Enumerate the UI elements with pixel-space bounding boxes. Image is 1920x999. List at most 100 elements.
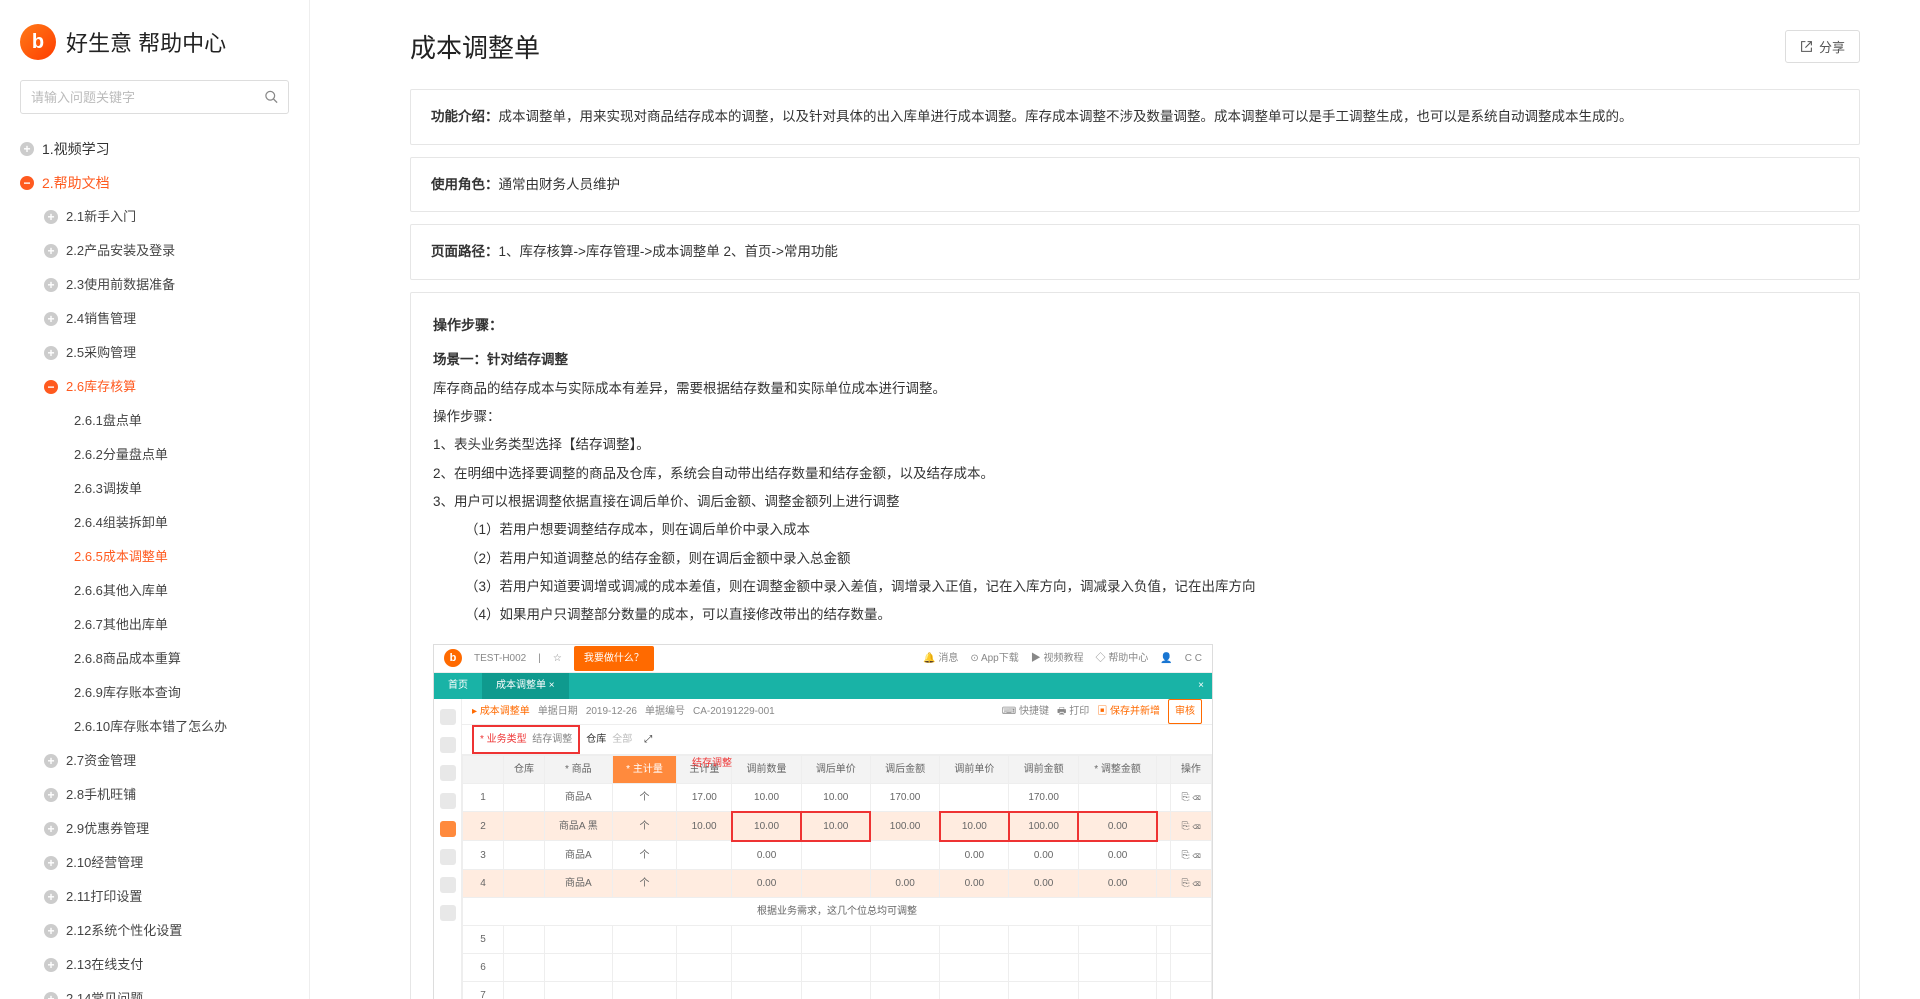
intro-box: 功能介绍：成本调整单，用来实现对商品结存成本的调整，以及针对具体的出入库单进行成…: [410, 89, 1860, 145]
search-icon[interactable]: [264, 90, 279, 105]
nav-l3-2-6-10[interactable]: 2.6.10库存账本错了怎么办: [20, 710, 289, 744]
embed-col-header: 调后单价: [801, 755, 870, 783]
intro-label: 功能介绍：: [431, 109, 499, 124]
nav-tree: +1.视频学习 −2.帮助文档 +2.1新手入门 +2.2产品安装及登录 +2.…: [20, 132, 289, 999]
embed-col-header: 调前金额: [1009, 755, 1078, 783]
main-content: 成本调整单 分享 功能介绍：成本调整单，用来实现对商品结存成本的调整，以及针对具…: [310, 0, 1920, 999]
embed-data-row: 3商品A个0.000.000.000.00⎘ ⌫: [463, 841, 1212, 870]
embed-col-header: * 主计量: [612, 755, 677, 783]
nav-l2-2-2[interactable]: +2.2产品安装及登录: [20, 234, 289, 268]
substep-4: （4）如果用户只调整部分数量的成本，可以直接修改带出的结存数量。: [465, 601, 1837, 629]
nav-l2-2-7[interactable]: +2.7资金管理: [20, 744, 289, 778]
nav-l2-2-4[interactable]: +2.4销售管理: [20, 302, 289, 336]
embed-wh-lbl: 仓库: [586, 729, 606, 750]
embed-star-icon: ☆: [553, 648, 562, 669]
steps-list: 1、表头业务类型选择【结存调整】。 2、在明细中选择要调整的商品及仓库，系统会自…: [433, 431, 1837, 516]
app-title: 好生意 帮助中心: [66, 26, 226, 58]
nav-l3-2-6-2[interactable]: 2.6.2分量盘点单: [20, 438, 289, 472]
nav-l2-2-12[interactable]: +2.12系统个性化设置: [20, 914, 289, 948]
nav-l2-2-5[interactable]: +2.5采购管理: [20, 336, 289, 370]
embed-quick: ⌨ 快捷键: [1002, 701, 1049, 722]
substep-3: （3）若用户知道要调增或调减的成本差值，则在调整金额中录入差值，调增录入正值，记…: [465, 573, 1837, 601]
nav-l1-video[interactable]: +1.视频学习: [20, 132, 289, 166]
nav-l3-2-6-1[interactable]: 2.6.1盘点单: [20, 404, 289, 438]
step-1: 1、表头业务类型选择【结存调整】。: [433, 431, 1837, 459]
embed-col-header: 调前单价: [940, 755, 1009, 783]
embed-col-header: 调前数量: [732, 755, 801, 783]
embed-app: ⊙ App下载: [970, 648, 1018, 669]
embed-data-row: 2商品A 黑个10.0010.0010.00100.0010.00100.000…: [463, 812, 1212, 841]
nav-l2-2-11[interactable]: +2.11打印设置: [20, 880, 289, 914]
nav-l2-2-9[interactable]: +2.9优惠券管理: [20, 812, 289, 846]
embed-wh-val: 全部: [612, 729, 632, 750]
nav-l3-2-6-3[interactable]: 2.6.3调拨单: [20, 472, 289, 506]
nav-l2-2-6[interactable]: −2.6库存核算: [20, 370, 289, 404]
embed-col-header: 仓库: [504, 755, 545, 783]
embed-body: ▸ 成本调整单 单据日期 2019-12-26 单据编号 CA-20191229…: [434, 699, 1212, 999]
embed-tab-current: 成本调整单 ×: [482, 673, 569, 699]
embed-empty-row: 6: [463, 953, 1212, 981]
embed-col-header: * 调整金额: [1078, 755, 1157, 783]
steps-block: 操作步骤： 场景一：针对结存调整 库存商品的结存成本与实际成本有差异，需要根据结…: [410, 292, 1860, 999]
sidebar: b 好生意 帮助中心 +1.视频学习 −2.帮助文档 +2.1新手入门 +2.2…: [0, 0, 310, 999]
embed-col-header: [463, 755, 504, 783]
nav-l2-2-8[interactable]: +2.8手机旺铺: [20, 778, 289, 812]
nav-l1-docs[interactable]: −2.帮助文档: [20, 166, 289, 200]
nav-l3-2-6-4[interactable]: 2.6.4组装拆卸单: [20, 506, 289, 540]
substep-1: （1）若用户想要调整结存成本，则在调后单价中录入成本: [465, 516, 1837, 544]
embed-no-lbl: 单据编号: [645, 701, 685, 722]
embed-print: 🖶 打印: [1057, 701, 1089, 722]
role-box: 使用角色：通常由财务人员维护: [410, 157, 1860, 213]
embed-empty-row: 5: [463, 925, 1212, 953]
search-input[interactable]: [20, 80, 289, 114]
embed-rail: [434, 699, 462, 999]
embed-annotation: 根据业务需求，这几个位总均可调整: [463, 897, 1212, 925]
embed-save: ▣ 保存并新增: [1097, 701, 1160, 722]
path-label: 页面路径：: [431, 244, 499, 259]
embed-logo-icon: b: [444, 649, 462, 667]
nav-l2-2-3[interactable]: +2.3使用前数据准备: [20, 268, 289, 302]
embed-no: CA-20191229-001: [693, 701, 775, 722]
role-label: 使用角色：: [431, 177, 499, 192]
embed-date: 2019-12-26: [586, 701, 637, 722]
embed-topbar: b TEST-H002 | ☆ 我要做什么？ 🔔 消息 ⊙ App下载 ▶ 视频…: [434, 645, 1212, 673]
embed-sep: |: [538, 648, 541, 669]
scene-title: 场景一：针对结存调整: [433, 346, 1837, 374]
nav-l2-2-10[interactable]: +2.10经营管理: [20, 846, 289, 880]
rail-icon: [440, 793, 456, 809]
embed-video: ▶ 视频教程: [1031, 648, 1084, 669]
embed-help: ◇ 帮助中心: [1096, 648, 1149, 669]
embed-data-row: 4商品A个0.000.000.000.000.00⎘ ⌫: [463, 869, 1212, 897]
nav-l2-2-13[interactable]: +2.13在线支付: [20, 948, 289, 982]
embed-col-header: 调后金额: [870, 755, 939, 783]
embed-action-btn: 我要做什么？: [574, 646, 654, 671]
page-title: 成本调整单: [410, 28, 540, 65]
rail-icon: [440, 905, 456, 921]
nav-l3-2-6-6[interactable]: 2.6.6其他入库单: [20, 574, 289, 608]
share-icon: [1800, 40, 1813, 53]
embed-crumb: ▸ 成本调整单: [472, 701, 530, 722]
rail-icon: [440, 877, 456, 893]
nav-l3-2-6-7[interactable]: 2.6.7其他出库单: [20, 608, 289, 642]
rail-icon: [440, 709, 456, 725]
title-row: 成本调整单 分享: [410, 28, 1860, 65]
nav-l3-2-6-8[interactable]: 2.6.8商品成本重算: [20, 642, 289, 676]
rail-icon: [440, 737, 456, 753]
nav-l3-2-6-9[interactable]: 2.6.9库存账本查询: [20, 676, 289, 710]
share-button[interactable]: 分享: [1785, 30, 1860, 63]
embed-content: ▸ 成本调整单 单据日期 2019-12-26 单据编号 CA-20191229…: [462, 699, 1212, 999]
rail-icon: [440, 849, 456, 865]
embed-tabs-close: ×: [1190, 675, 1212, 696]
nav-l3-2-6-5[interactable]: 2.6.5成本调整单: [20, 540, 289, 574]
nav-l2-2-1[interactable]: +2.1新手入门: [20, 200, 289, 234]
scene-desc: 库存商品的结存成本与实际成本有差异，需要根据结存数量和实际单位成本进行调整。: [433, 375, 1837, 403]
embed-filter: * 业务类型 结存调整 仓库 全部 结存调整 ⤢: [462, 725, 1212, 755]
embed-head-row: 仓库* 商品* 主计量主计量调前数量调后单价调后金额调前单价调前金额* 调整金额…: [463, 755, 1212, 783]
embed-empty-row: 7: [463, 981, 1212, 999]
search-wrap: [20, 80, 289, 114]
nav-l2-2-14[interactable]: +2.14常见问题: [20, 982, 289, 999]
logo-icon: b: [20, 24, 56, 60]
embed-filter-note: 结存调整: [692, 753, 732, 774]
embed-biztype: * 业务类型 结存调整: [472, 725, 580, 754]
step-3: 3、用户可以根据调整依据直接在调后单价、调后金额、调整金额列上进行调整: [433, 488, 1837, 516]
